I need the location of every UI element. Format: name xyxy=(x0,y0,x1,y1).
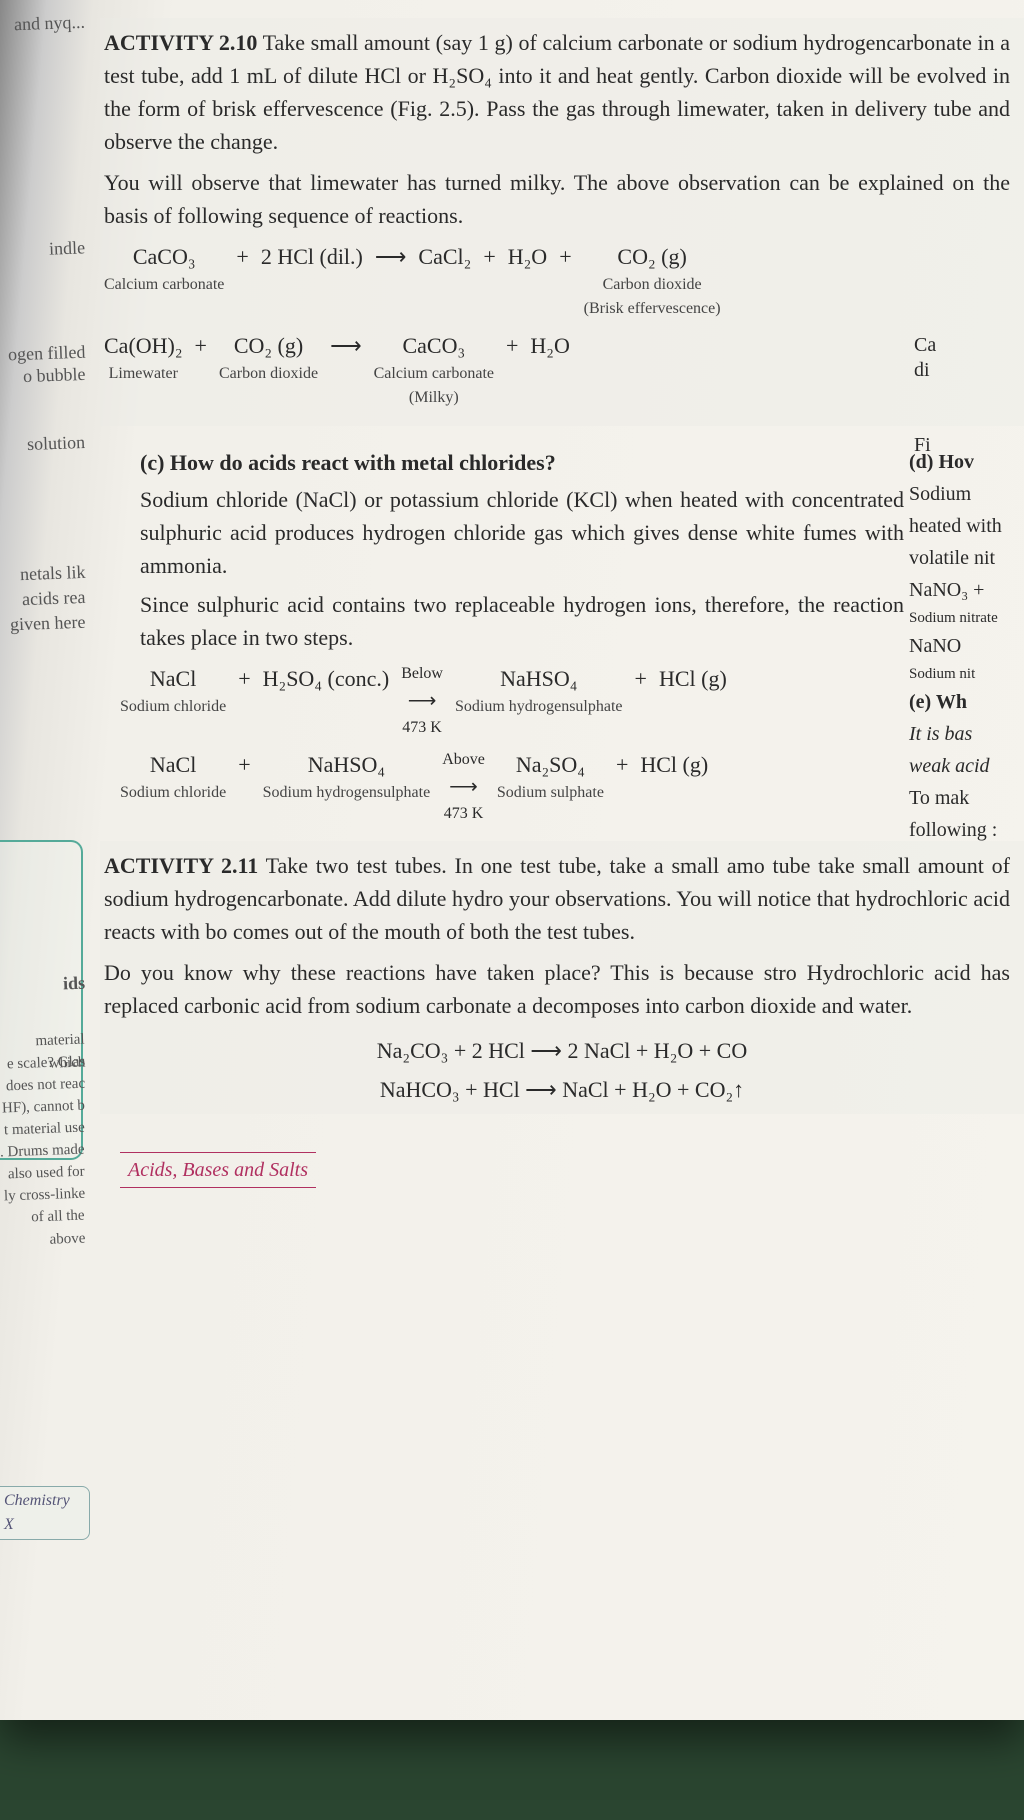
plus: + xyxy=(506,329,518,362)
textbook-page: and nyq... indle ogen filled o bubble so… xyxy=(0,0,1024,1720)
reactant: NaHSO₄ xyxy=(308,748,385,781)
product-label: (Milky) xyxy=(409,386,459,410)
activity-2-11: ACTIVITY 2.11 Take two test tubes. In on… xyxy=(100,841,1024,1114)
equation-5: Na₂CO₃ + 2 HCl ⟶ 2 NaCl + H₂O + CO xyxy=(104,1034,1020,1067)
equation-2: Ca(OH)₂ Limewater + CO₂ (g) Carbon dioxi… xyxy=(104,329,1020,410)
arrow-top: Above xyxy=(442,748,485,772)
reactant: H₂SO₄ (conc.) xyxy=(263,662,390,695)
product-label: Carbon dioxide xyxy=(603,273,702,297)
section-e-title: (e) Wh xyxy=(909,686,1024,718)
chemistry-box: Chemistry X xyxy=(0,1486,90,1540)
cut-text: following : xyxy=(909,814,1024,846)
reactant-label: Carbon dioxide xyxy=(219,362,318,386)
left-margin: and nyq... indle ogen filled o bubble so… xyxy=(0,0,90,1720)
plus: + xyxy=(238,748,250,781)
cut-text: Sodium xyxy=(909,478,1024,510)
arrow-bottom: 473 K xyxy=(402,716,442,740)
margin-fragment: indle xyxy=(49,234,86,262)
cut-text: di xyxy=(914,355,1024,385)
section-d-fragment: (d) Hov Sodium heated with volatile nit … xyxy=(909,446,1024,846)
product-label: Sodium hydrogensulphate xyxy=(455,695,623,719)
plus: + xyxy=(236,240,248,273)
margin-fragment: and nyq... xyxy=(14,9,86,38)
cut-text: Sodium nitrate xyxy=(909,606,1024,630)
activity-text: ACTIVITY 2.10 Take small amount (say 1 g… xyxy=(104,26,1010,158)
reactant-label: Calcium carbonate xyxy=(104,273,224,297)
cut-text: NaNO₃ + xyxy=(909,574,1024,606)
reaction-arrow: Above ⟶ 473 K xyxy=(442,748,485,826)
product: HCl (g) xyxy=(640,748,708,781)
reactant: Ca(OH)₂ xyxy=(104,329,183,362)
equation-1: CaCO₃ Calcium carbonate + 2 HCl (dil.) ⟶… xyxy=(104,240,1020,321)
cut-text: To mak xyxy=(909,782,1024,814)
cut-text: heated with xyxy=(909,510,1024,542)
margin-fragment: of all the above xyxy=(0,1205,86,1253)
cut-text: It is bas xyxy=(909,718,1024,750)
section-c: (c) How do acids react with metal chlori… xyxy=(100,446,1024,826)
product: Na₂SO₄ xyxy=(516,748,585,781)
product: H₂O xyxy=(530,329,569,362)
equation-3: NaCl Sodium chloride + H₂SO₄ (conc.) Bel… xyxy=(120,662,904,740)
margin-fragment: ids xyxy=(63,970,86,998)
product: H₂O xyxy=(508,240,547,273)
section-c-p2: Since sulphuric acid contains two replac… xyxy=(140,588,904,654)
margin-fragment: solution xyxy=(27,429,86,458)
product-label: (Brisk effervescence) xyxy=(584,297,721,321)
plus: + xyxy=(238,662,250,695)
plus: + xyxy=(616,748,628,781)
activity-observation: You will observe that limewater has turn… xyxy=(104,166,1010,232)
margin-fragment: o bubble xyxy=(22,361,85,390)
activity-title: ACTIVITY 2.10 xyxy=(104,30,257,55)
section-d-title: (d) Hov xyxy=(909,446,1024,478)
product: NaHSO₄ xyxy=(500,662,577,695)
reactant: CaCO₃ xyxy=(133,240,196,273)
section-c-title: (c) How do acids react with metal chlori… xyxy=(140,446,1024,479)
product: CaCl₂ xyxy=(418,240,471,273)
product: CO₂ (g) xyxy=(617,240,686,273)
arrow: ⟶ xyxy=(375,240,407,273)
equation-4: NaCl Sodium chloride + NaHSO₄ Sodium hyd… xyxy=(120,748,904,826)
cut-text: Sodium nit xyxy=(909,662,1024,686)
reactant-label: Sodium chloride xyxy=(120,695,226,719)
reactant: CO₂ (g) xyxy=(234,329,303,362)
activity-title: ACTIVITY 2.11 xyxy=(104,853,258,878)
product: HCl (g) xyxy=(659,662,727,695)
plus: + xyxy=(195,329,207,362)
product-label: Sodium sulphate xyxy=(497,781,604,805)
margin-fragment: given here xyxy=(9,609,85,639)
reactant-label: Limewater xyxy=(109,362,178,386)
product: CaCO₃ xyxy=(402,329,465,362)
activity-explanation: Do you know why these reactions have tak… xyxy=(104,956,1010,1022)
arrow-bottom: 473 K xyxy=(444,802,484,826)
cut-text: NaNO xyxy=(909,630,1024,662)
plus: + xyxy=(483,240,495,273)
arrow-top: Below xyxy=(401,662,443,686)
activity-text: ACTIVITY 2.11 Take two test tubes. In on… xyxy=(104,849,1010,948)
product-label: Calcium carbonate xyxy=(374,362,494,386)
plus: + xyxy=(635,662,647,695)
section-c-p1: Sodium chloride (NaCl) or potassium chlo… xyxy=(140,483,904,582)
reaction-arrow: Below ⟶ 473 K xyxy=(401,662,443,740)
arrow: ⟶ xyxy=(330,329,362,362)
activity-2-10: ACTIVITY 2.10 Take small amount (say 1 g… xyxy=(100,18,1024,426)
reactant: NaCl xyxy=(150,748,196,781)
cut-text: volatile nit xyxy=(909,542,1024,574)
plus: + xyxy=(559,240,571,273)
equation-6: NaHCO₃ + HCl ⟶ NaCl + H₂O + CO₂↑ xyxy=(104,1073,1020,1106)
reactant-label: Sodium hydrogensulphate xyxy=(263,781,431,805)
chapter-footer: Acids, Bases and Salts xyxy=(120,1152,316,1188)
reactant: 2 HCl (dil.) xyxy=(261,240,363,273)
cut-text: weak acid xyxy=(909,750,1024,782)
reactant-label: Sodium chloride xyxy=(120,781,226,805)
reactant: NaCl xyxy=(150,662,196,695)
